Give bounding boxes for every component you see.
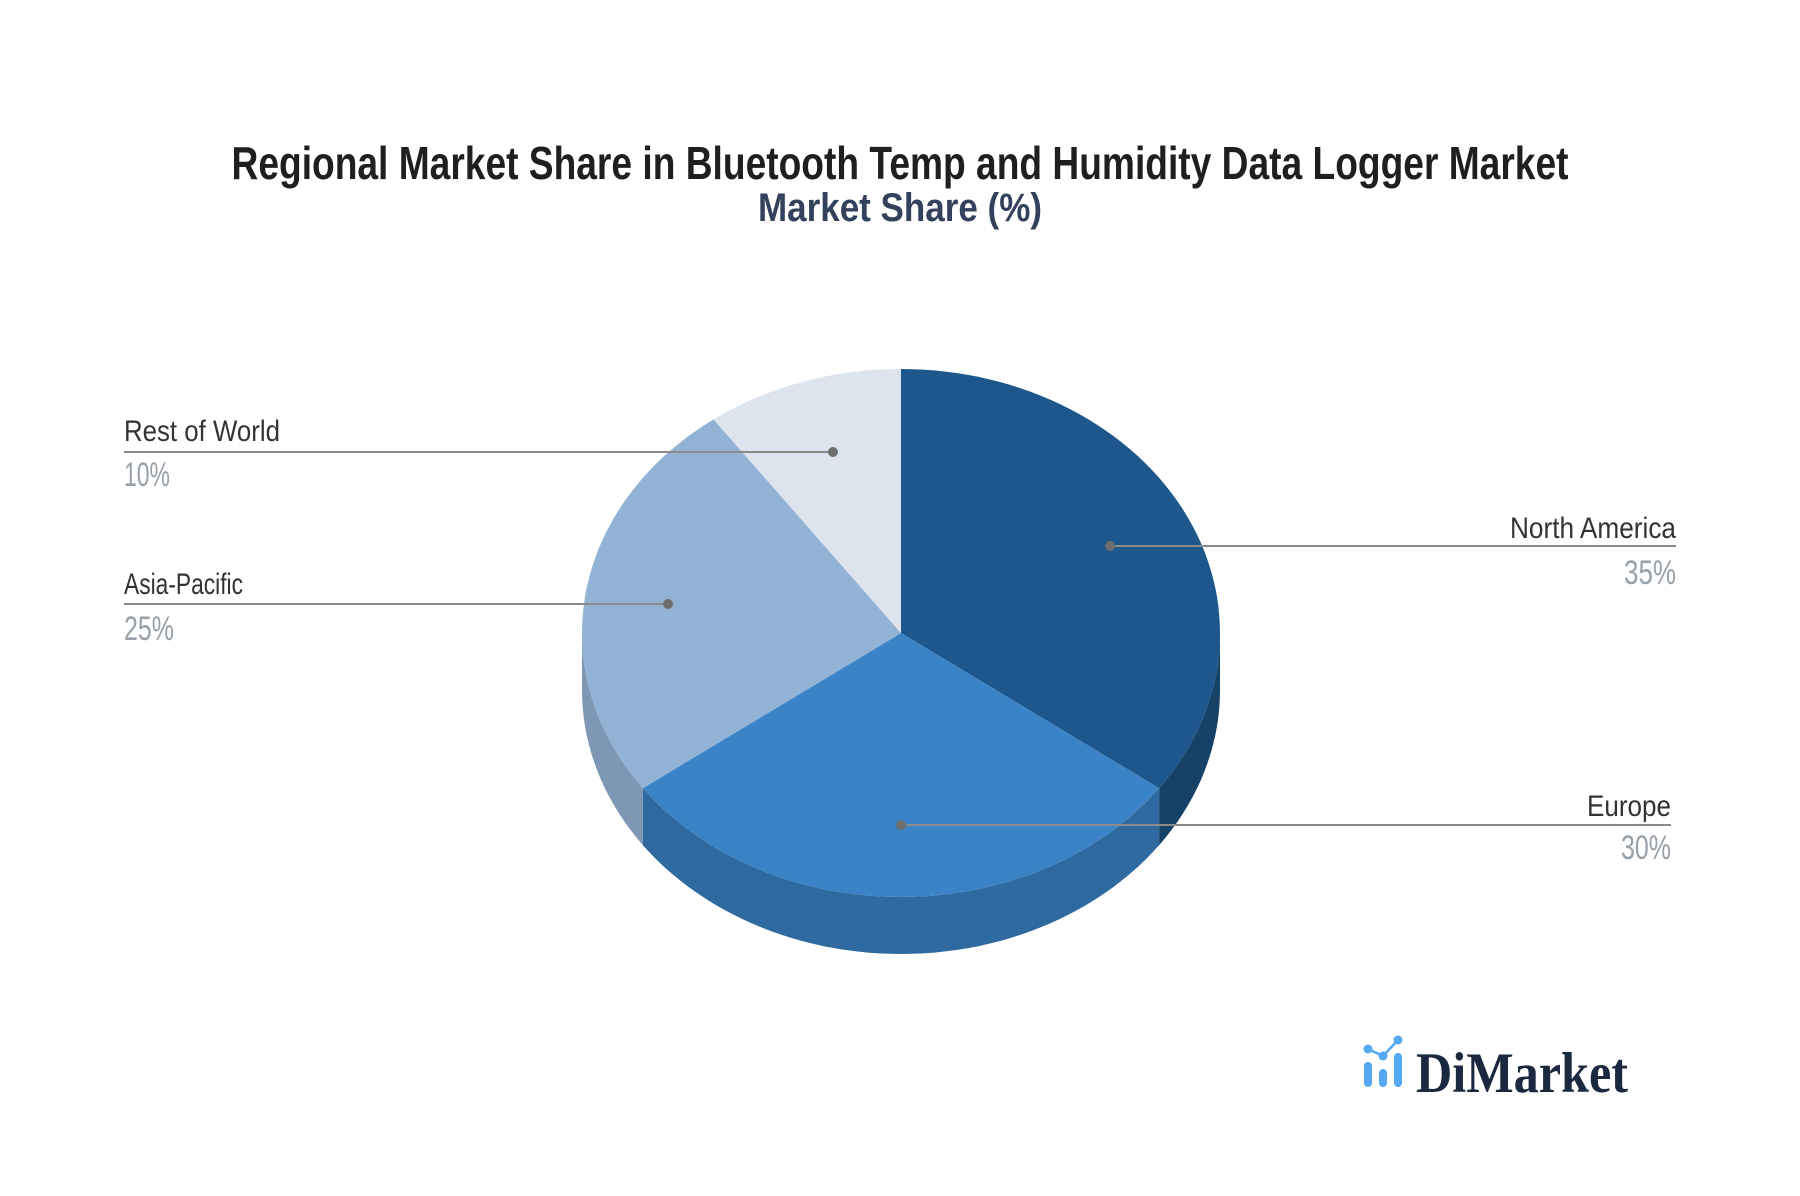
chart-subtitle: Market Share (%)	[758, 186, 1042, 230]
pie-slice-asia-pacific[interactable]	[582, 419, 901, 789]
pie-slice-side-asia-pacific	[582, 633, 643, 846]
pie-slice-side-europe	[642, 788, 1160, 954]
bar-line-chart-icon	[1363, 1035, 1403, 1087]
pie-slice-rest-of-world[interactable]	[713, 369, 902, 633]
callout-value-north-america: 35%	[1624, 554, 1676, 592]
leader-dot-rest-of-world	[828, 447, 838, 457]
callout-label-europe: Europe	[1587, 790, 1671, 823]
brand-logo: DiMarket	[1363, 1035, 1628, 1105]
leader-dot-europe	[896, 820, 906, 830]
pie-slice-side-north-america	[1159, 633, 1220, 846]
callout-label-rest-of-world: Rest of World	[124, 415, 280, 448]
pie-3d	[582, 369, 1220, 954]
leader-lines	[124, 451, 1676, 826]
callout-value-rest-of-world: 10%	[124, 456, 170, 494]
leader-dots	[663, 447, 1115, 830]
callout-value-europe: 30%	[1621, 829, 1671, 867]
leader-dot-asia-pacific	[663, 599, 673, 609]
callout-label-north-america: North America	[1510, 512, 1676, 545]
pie-slice-north-america[interactable]	[901, 369, 1220, 789]
page-title: Regional Market Share in Bluetooth Temp …	[232, 137, 1569, 189]
brand-logo-text: DiMarket	[1416, 1042, 1628, 1105]
callout-label-asia-pacific: Asia-Pacific	[124, 568, 243, 601]
callout-value-asia-pacific: 25%	[124, 610, 174, 648]
pie-slice-europe[interactable]	[642, 633, 1160, 897]
leader-dot-north-america	[1105, 541, 1115, 551]
